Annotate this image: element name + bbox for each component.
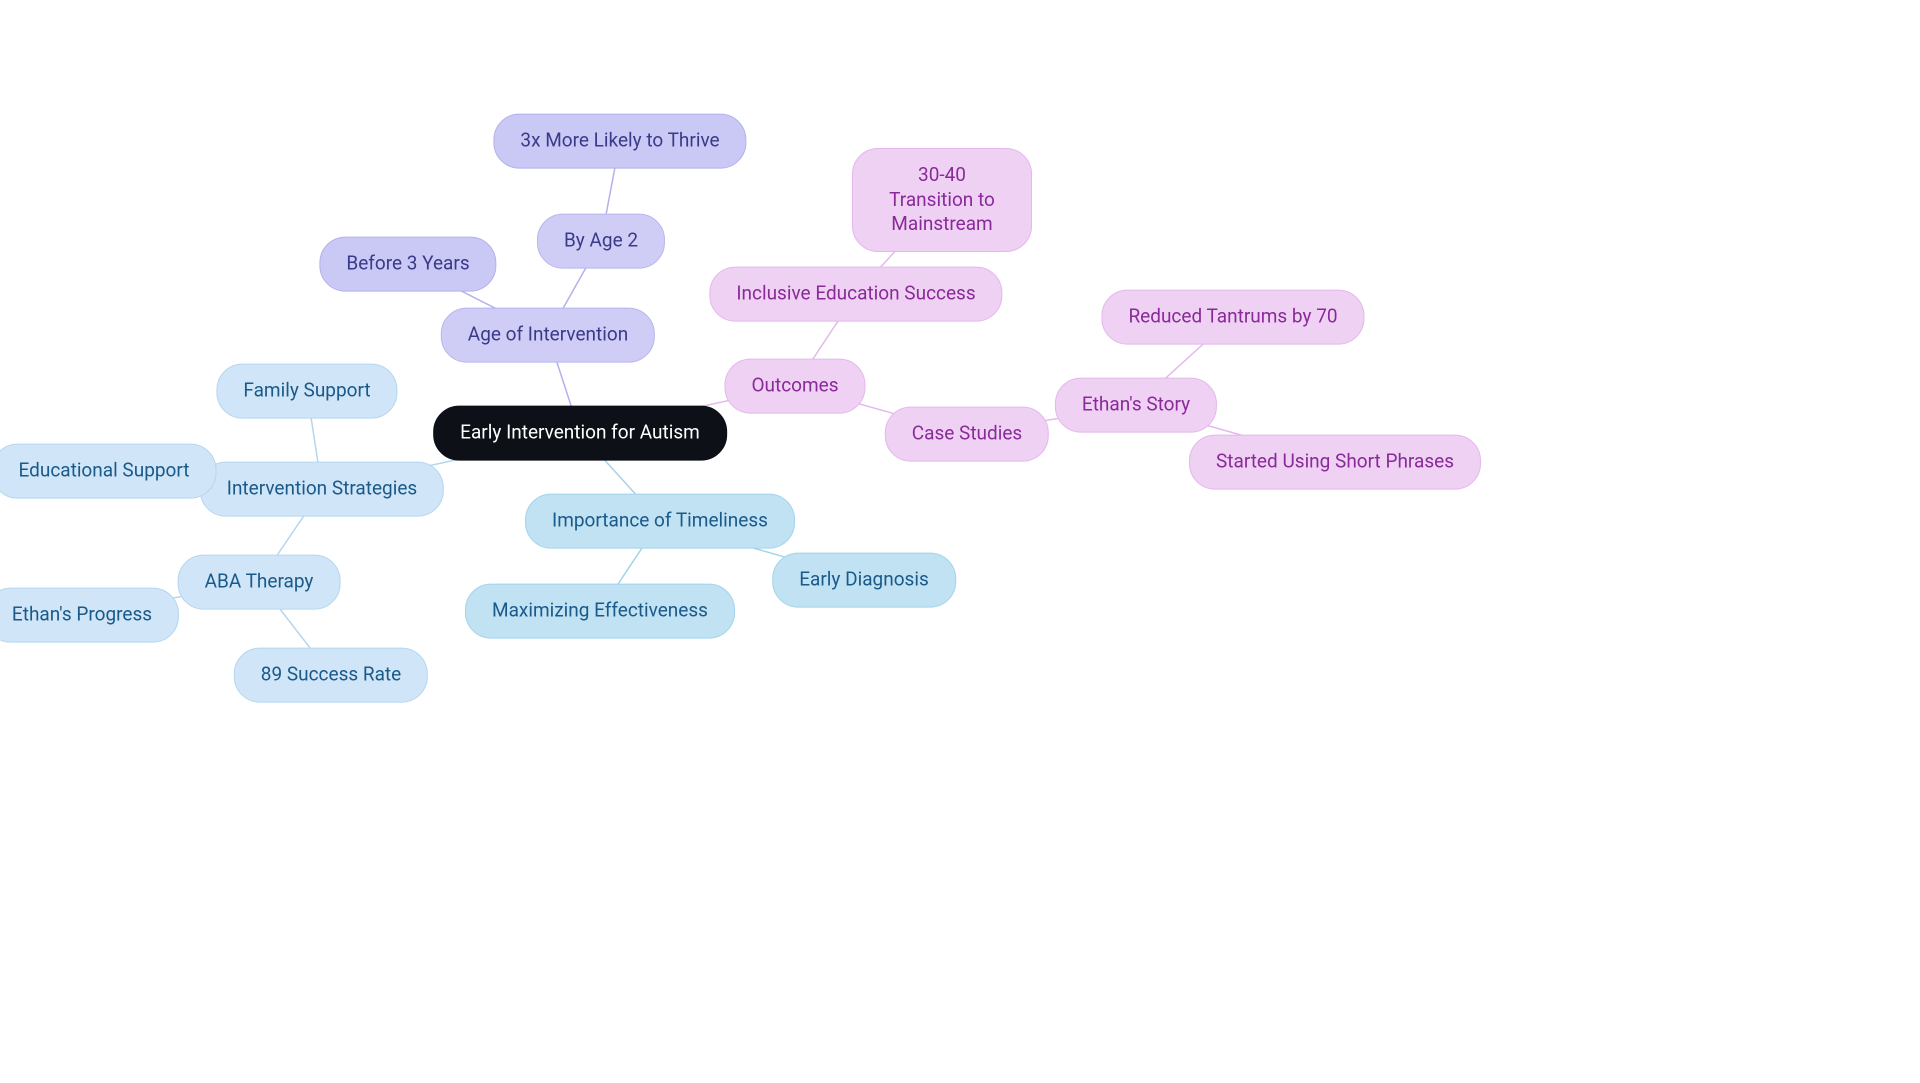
node-label: 89 Success Rate <box>261 663 401 686</box>
node-byage2[interactable]: By Age 2 <box>537 214 665 269</box>
node-maxeff[interactable]: Maximizing Effectiveness <box>465 584 735 639</box>
node-success89[interactable]: 89 Success Rate <box>234 648 428 703</box>
node-tantrums[interactable]: Reduced Tantrums by 70 <box>1101 290 1364 345</box>
node-label: Started Using Short Phrases <box>1216 450 1454 473</box>
node-interv[interactable]: Intervention Strategies <box>200 462 444 517</box>
node-label: Before 3 Years <box>346 252 469 275</box>
node-label: 3x More Likely to Thrive <box>520 129 719 152</box>
node-label: Early Diagnosis <box>799 568 929 591</box>
node-label: Intervention Strategies <box>227 477 417 500</box>
node-ethanstory[interactable]: Ethan's Story <box>1055 378 1217 433</box>
node-label: Family Support <box>243 379 370 402</box>
mindmap-canvas: Early Intervention for Autism Age of Inte… <box>0 0 1920 1083</box>
node-thrive[interactable]: 3x More Likely to Thrive <box>493 114 746 169</box>
node-label: Ethan's Progress <box>12 603 152 626</box>
node-label: Maximizing Effectiveness <box>492 599 708 622</box>
node-label: Early Intervention for Autism <box>460 421 700 444</box>
node-family[interactable]: Family Support <box>216 364 397 419</box>
node-label: By Age 2 <box>564 229 638 252</box>
node-label: Importance of Timeliness <box>552 509 768 532</box>
node-root[interactable]: Early Intervention for Autism <box>433 406 727 461</box>
node-timely[interactable]: Importance of Timeliness <box>525 494 795 549</box>
node-edu[interactable]: Educational Support <box>0 444 216 499</box>
node-label: Educational Support <box>19 459 190 482</box>
node-transition[interactable]: 30-40 Transition to Mainstream <box>852 148 1032 252</box>
node-label: Age of Intervention <box>468 323 628 346</box>
node-label: ABA Therapy <box>205 570 314 593</box>
node-casestud[interactable]: Case Studies <box>885 407 1049 462</box>
node-inclusive[interactable]: Inclusive Education Success <box>709 267 1002 322</box>
node-label: Ethan's Story <box>1082 393 1190 416</box>
node-label: 30-40 Transition to Mainstream <box>889 163 995 235</box>
node-label: Case Studies <box>912 422 1022 445</box>
node-aba[interactable]: ABA Therapy <box>178 555 341 610</box>
node-ethanprog[interactable]: Ethan's Progress <box>0 588 179 643</box>
node-earlydiag[interactable]: Early Diagnosis <box>772 553 956 608</box>
node-label: Inclusive Education Success <box>736 282 975 305</box>
node-label: Outcomes <box>751 374 838 397</box>
node-age_int[interactable]: Age of Intervention <box>441 308 655 363</box>
node-label: Reduced Tantrums by 70 <box>1128 305 1337 328</box>
node-phrases[interactable]: Started Using Short Phrases <box>1189 435 1481 490</box>
node-before3[interactable]: Before 3 Years <box>319 237 496 292</box>
node-outcomes[interactable]: Outcomes <box>724 359 865 414</box>
